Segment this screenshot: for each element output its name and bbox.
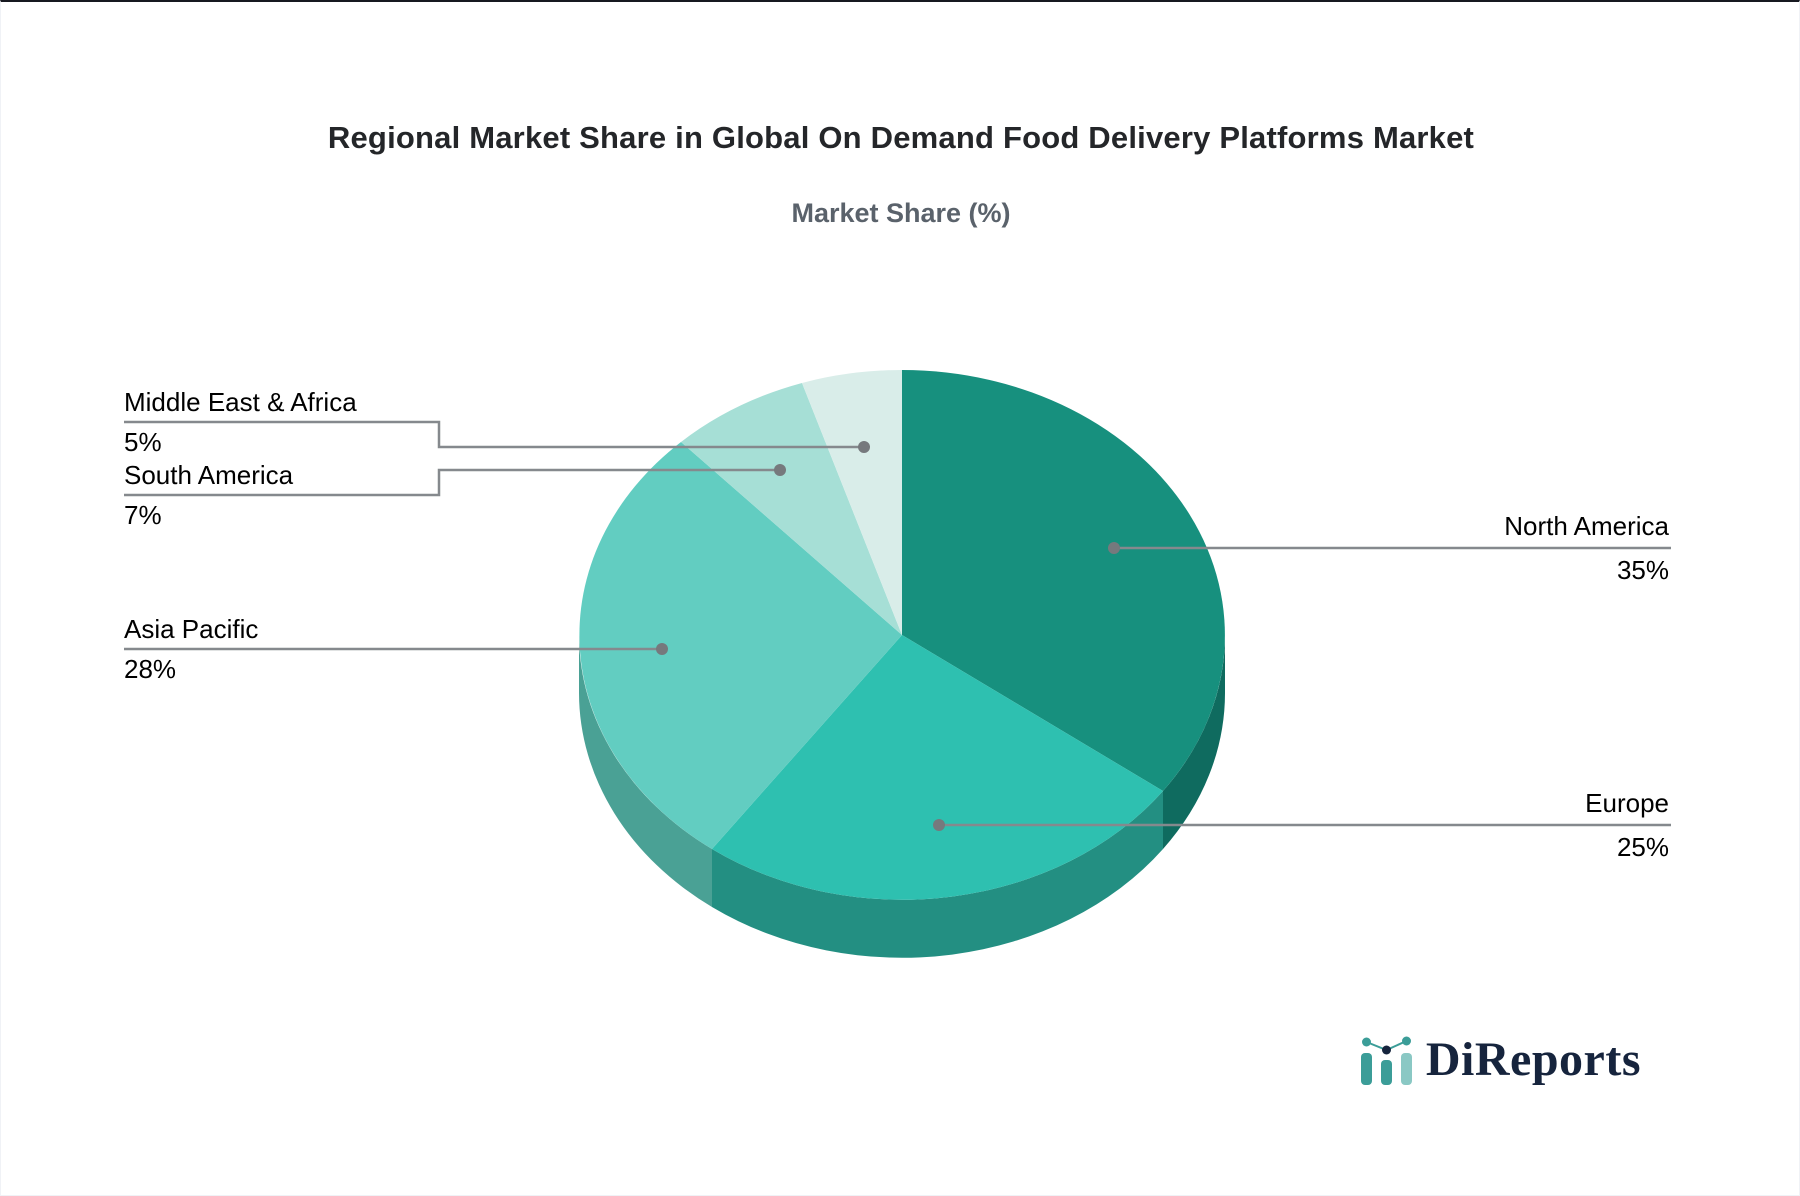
- pie-slice-europe[interactable]: [712, 635, 1163, 900]
- callout-dot-north-america: [1108, 542, 1120, 554]
- callout-lines: [124, 420, 1671, 827]
- slice-value-middle-east-africa: 5%: [124, 427, 162, 457]
- callout-dot-middle-east-africa: [858, 441, 870, 453]
- pie-slice-middle-east-africa[interactable]: [802, 370, 902, 635]
- callout-line-middle-east-africa: [124, 420, 864, 449]
- slice-label-north-america: North America: [1504, 511, 1669, 541]
- slice-value-south-america: 7%: [124, 500, 162, 530]
- pie-slice-north-america[interactable]: [902, 370, 1225, 791]
- logo-dot-dark: [1381, 1045, 1391, 1054]
- pie-slice-asia-pacific[interactable]: [579, 442, 902, 849]
- chart-subtitle: Market Share (%): [791, 198, 1011, 228]
- slice-value-asia-pacific: 28%: [124, 654, 177, 684]
- logo-bar-light: [1400, 1052, 1412, 1085]
- slice-label-asia-pacific: Asia Pacific: [124, 614, 259, 644]
- slice-label-south-america: South America: [124, 460, 294, 490]
- slice-label-europe: Europe: [1585, 788, 1669, 818]
- pie-3d-rim: [579, 635, 1225, 958]
- callout-dots: [656, 441, 1120, 831]
- brand-logo-text: DiReports: [1425, 1033, 1641, 1086]
- brand-logo: DiReports: [1358, 1032, 1641, 1087]
- logo-bars: [1360, 1036, 1411, 1085]
- bar-chart-logo-icon: [1360, 1036, 1412, 1085]
- pie-side-asia-pacific: [579, 635, 712, 907]
- callout-line-south-america: [124, 468, 780, 497]
- callout-dot-south-america: [774, 464, 786, 476]
- pie-side-north-america: [1163, 635, 1225, 849]
- slice-value-north-america: 35%: [1616, 555, 1669, 585]
- pie-slices: [579, 370, 1225, 900]
- callout-dot-europe: [933, 819, 945, 831]
- slice-label-middle-east-africa: Middle East & Africa: [124, 387, 357, 417]
- pie-side-europe: [712, 791, 1163, 958]
- callout-dot-asia-pacific: [656, 643, 668, 655]
- slice-value-europe: 25%: [1616, 832, 1669, 862]
- chart-title: Regional Market Share in Global On Deman…: [327, 120, 1475, 155]
